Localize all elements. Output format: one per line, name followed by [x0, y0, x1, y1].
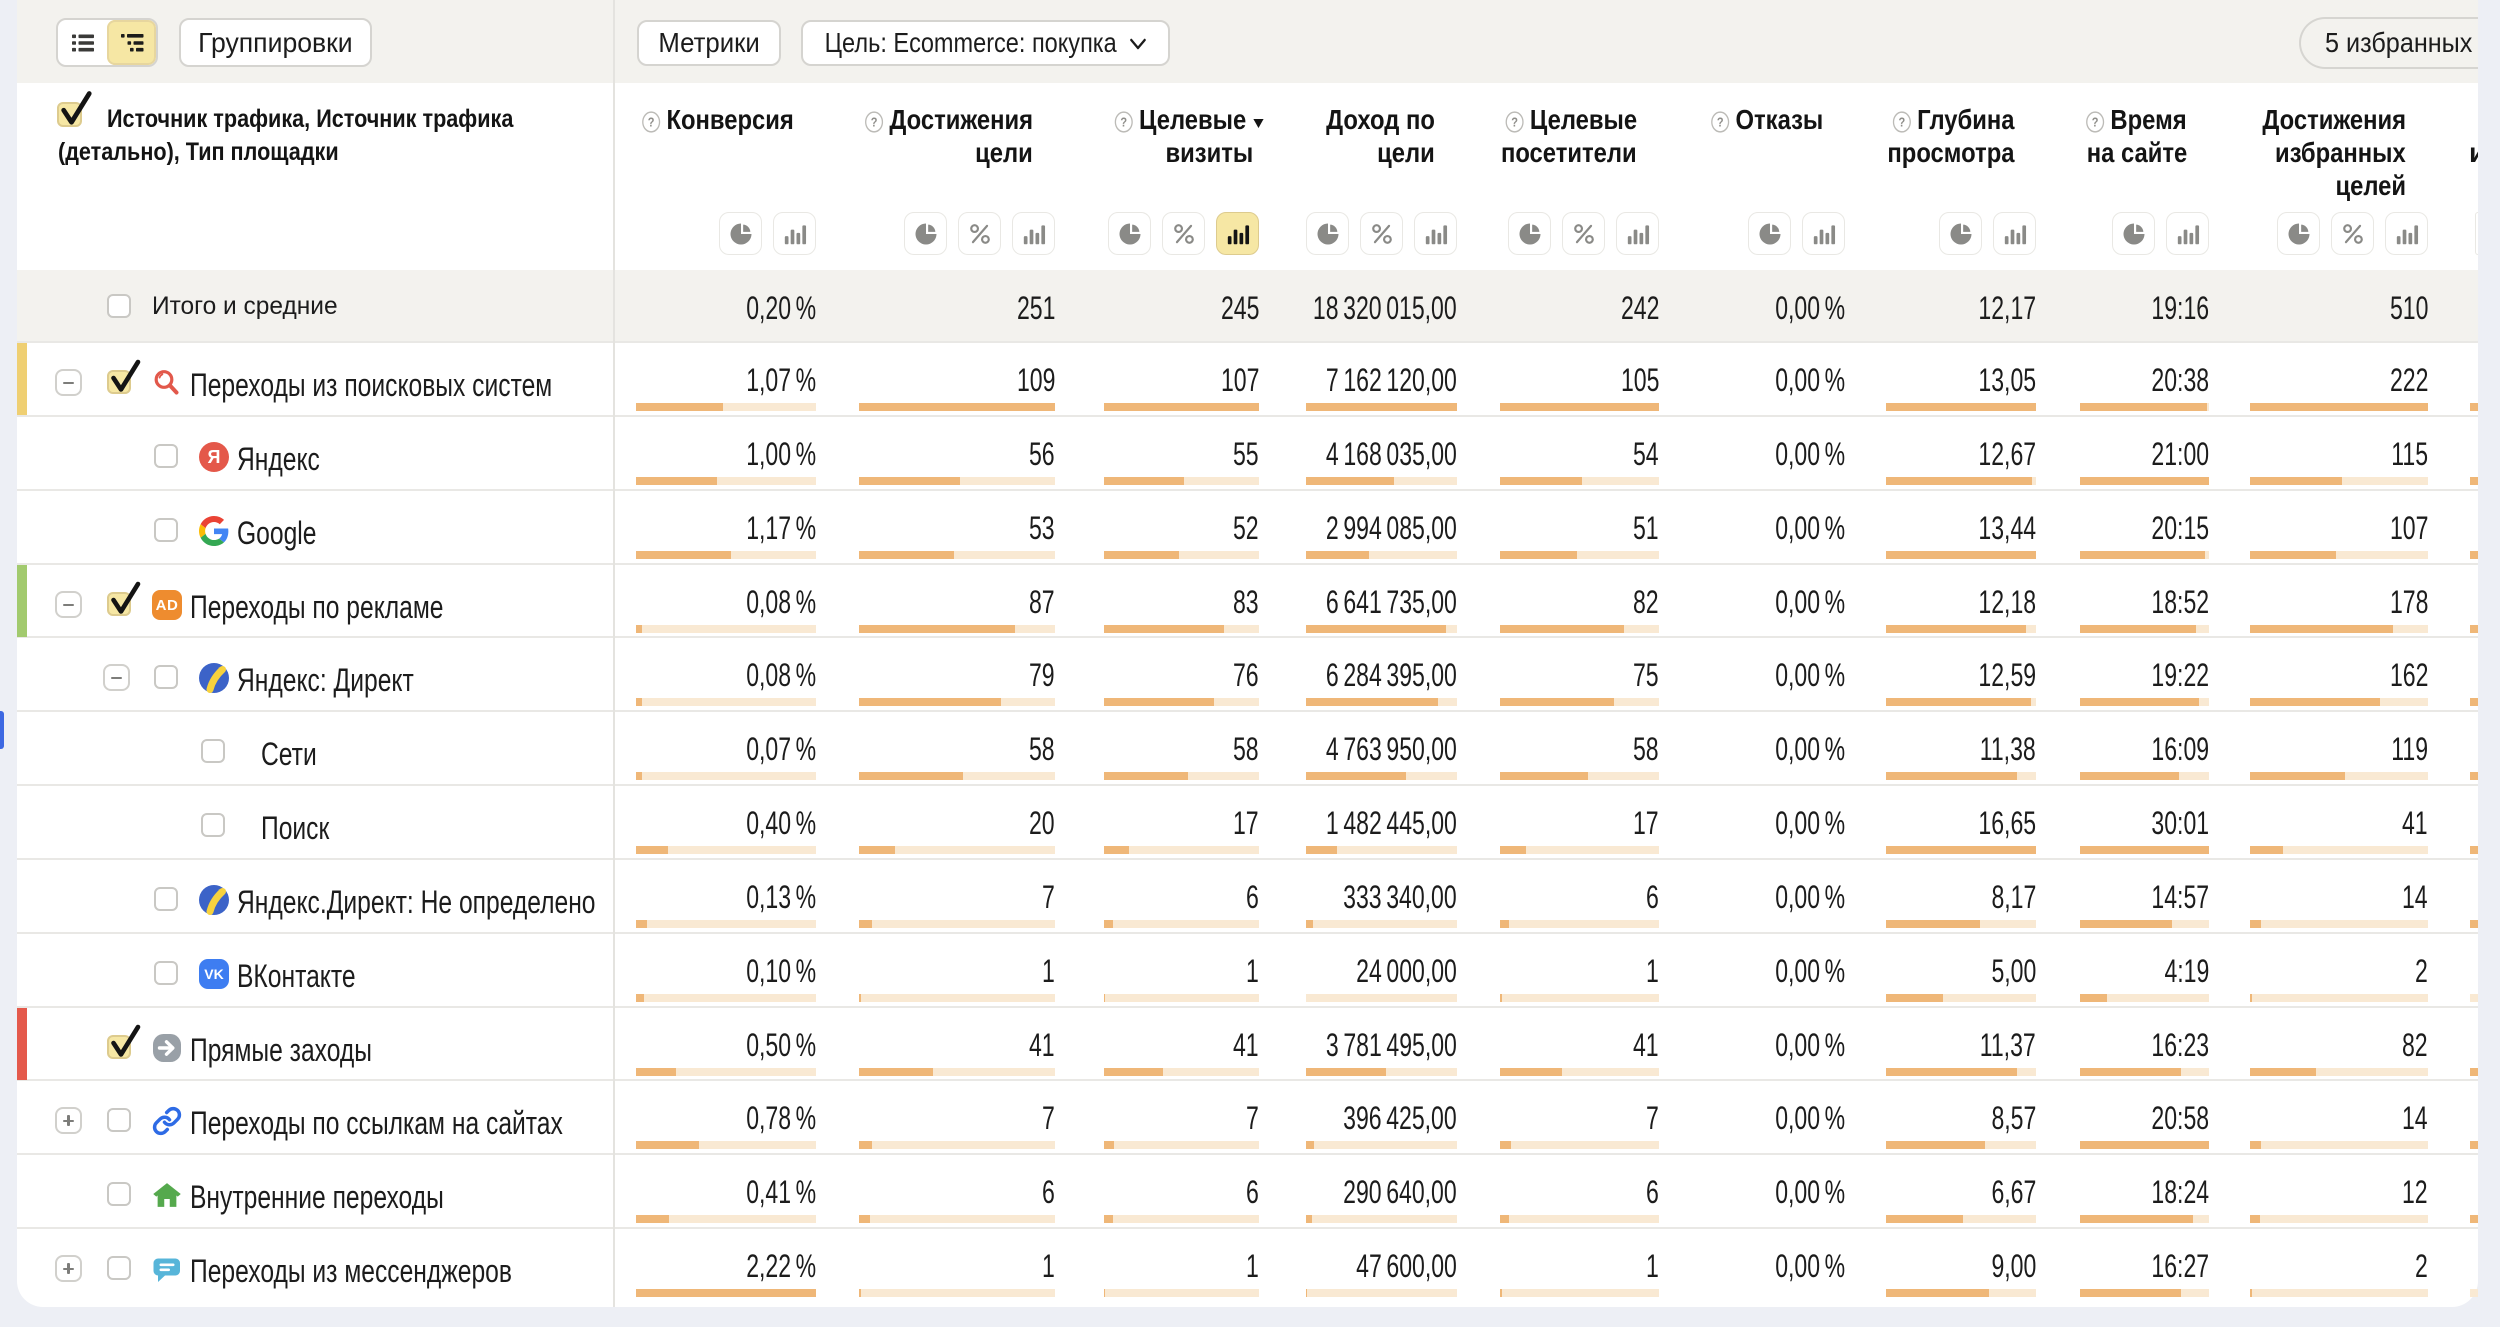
svg-text:?: ? [1120, 114, 1127, 129]
svg-text:?: ? [1717, 114, 1724, 129]
svg-text:?: ? [871, 114, 878, 129]
svg-text:?: ? [1898, 114, 1905, 129]
svg-text:?: ? [1511, 114, 1518, 129]
svg-text:?: ? [648, 114, 655, 129]
svg-text:?: ? [2092, 114, 2099, 129]
